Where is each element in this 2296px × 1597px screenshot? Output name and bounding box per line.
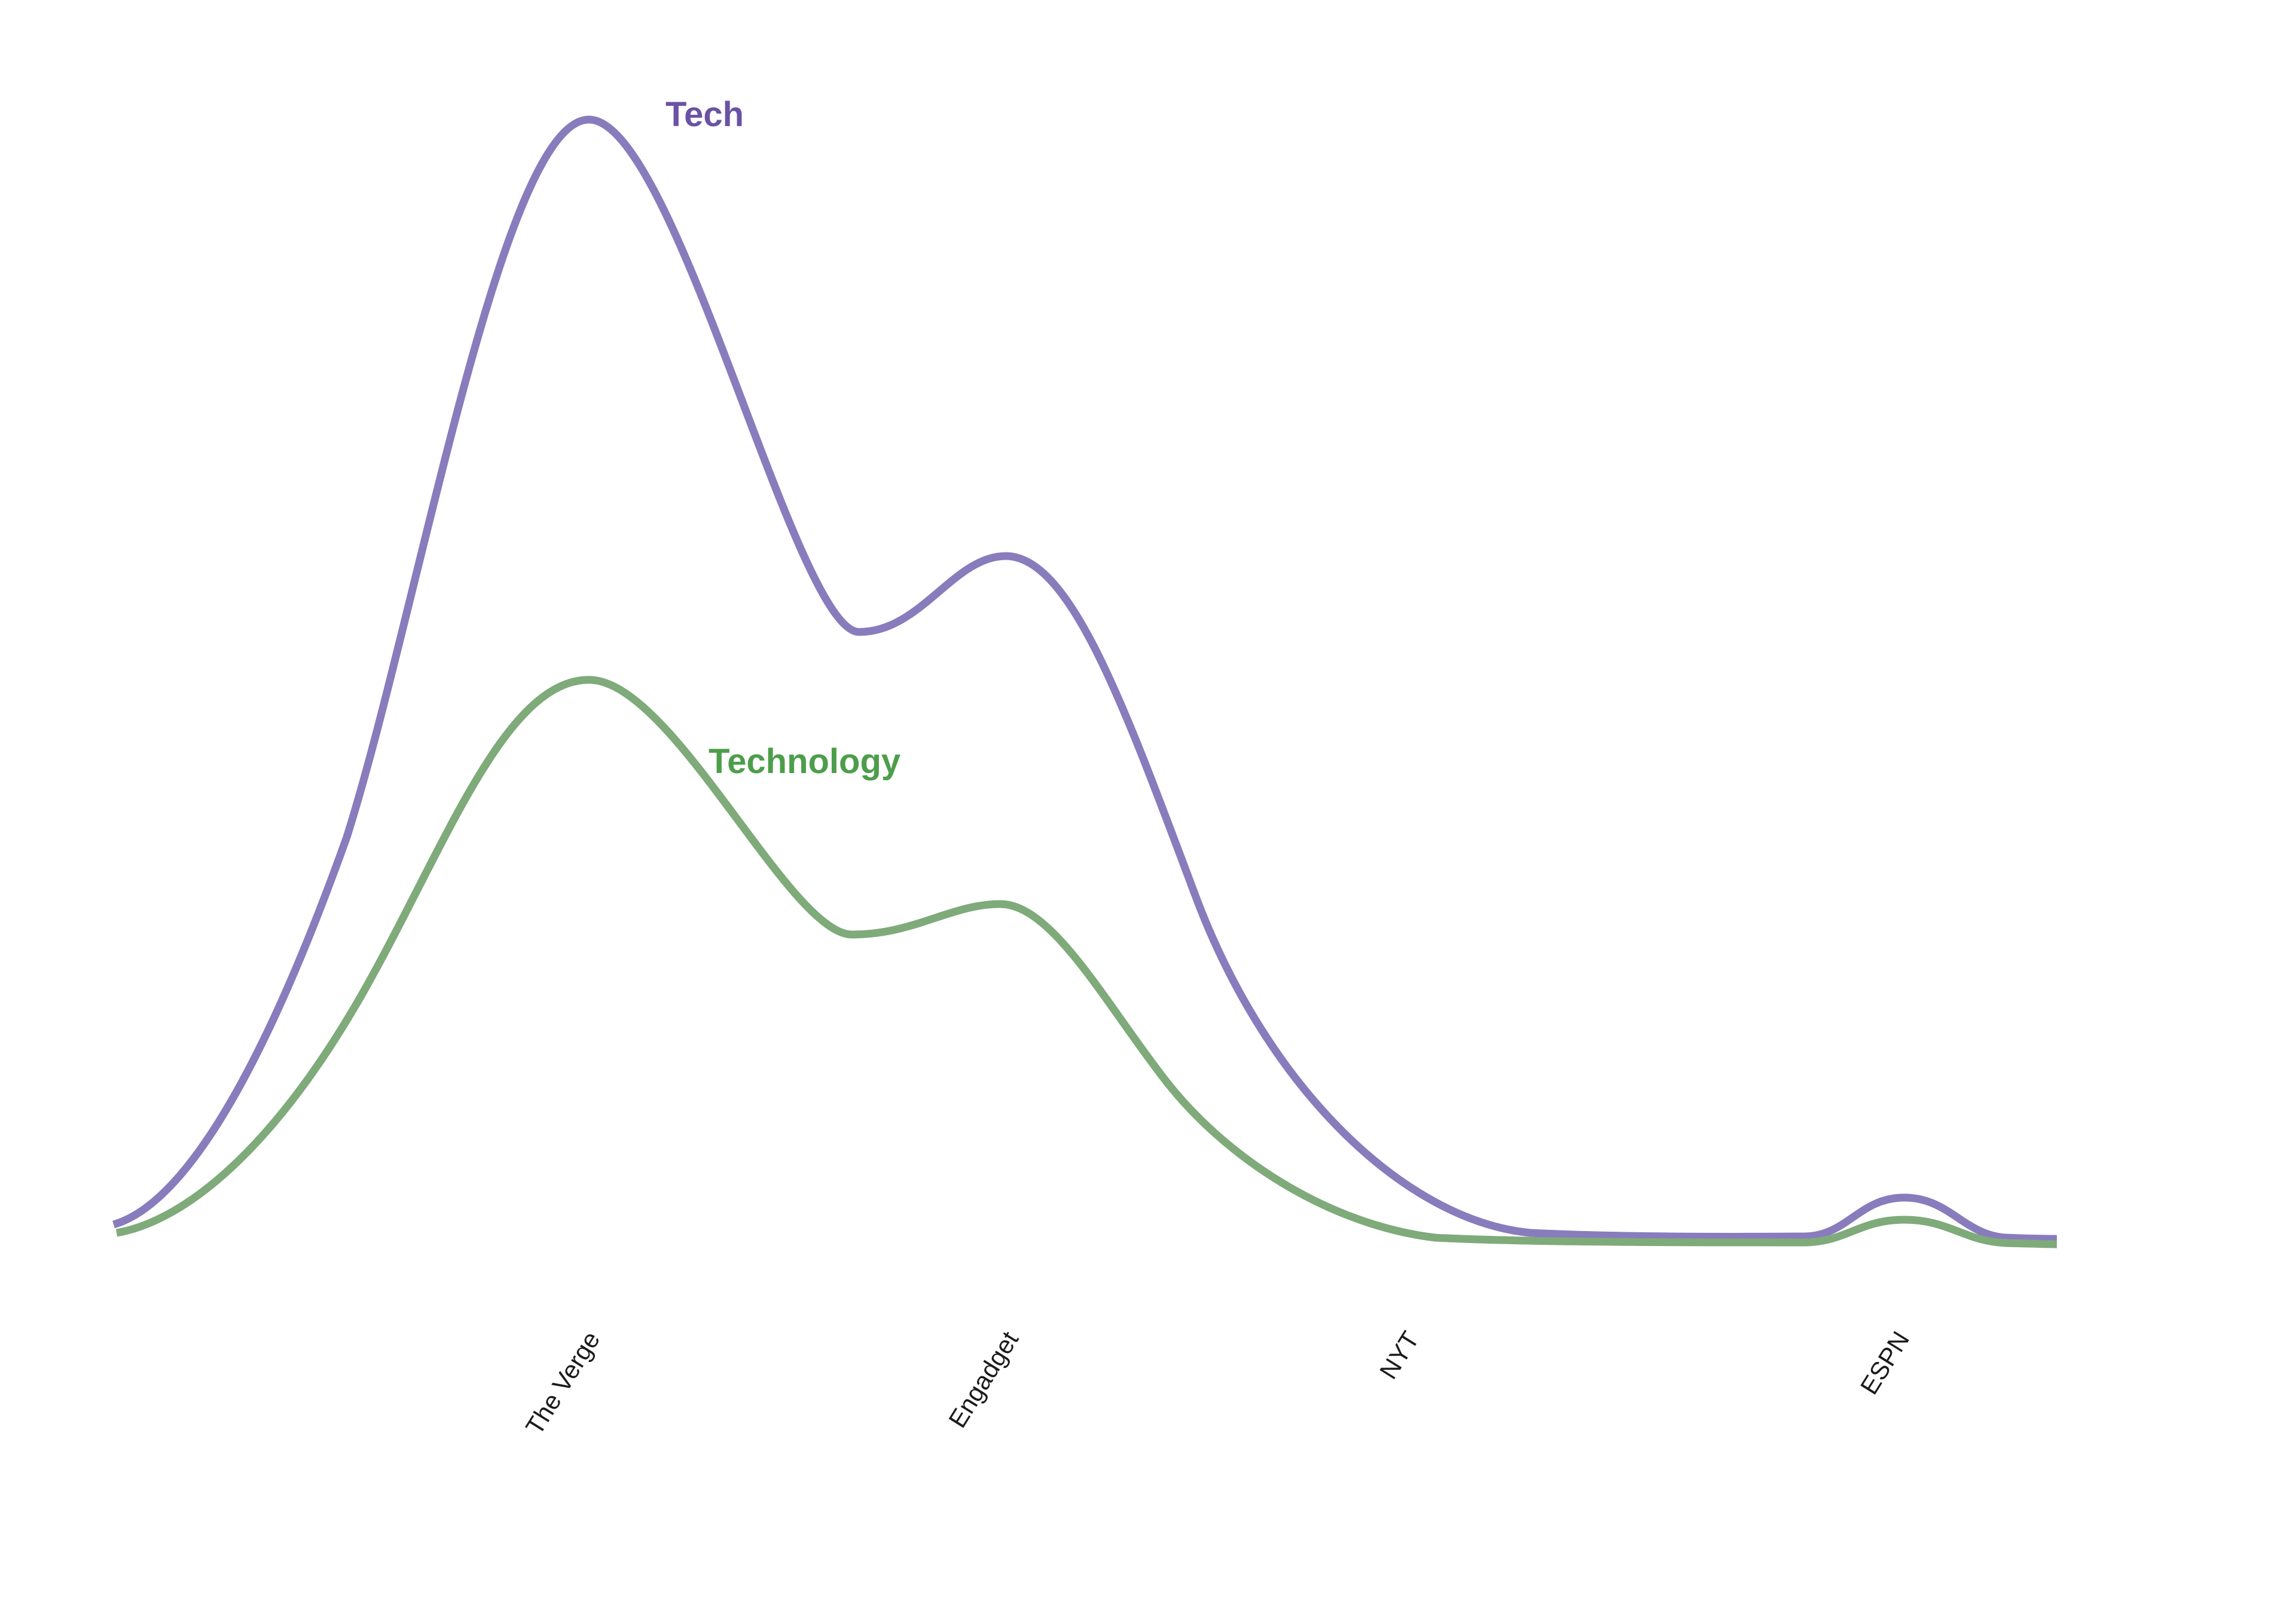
series-label-technology: Technology: [709, 742, 901, 781]
series-label-tech: Tech: [665, 95, 744, 134]
tech-curve: [112, 115, 2057, 1243]
technology-curve: [115, 676, 2057, 1248]
